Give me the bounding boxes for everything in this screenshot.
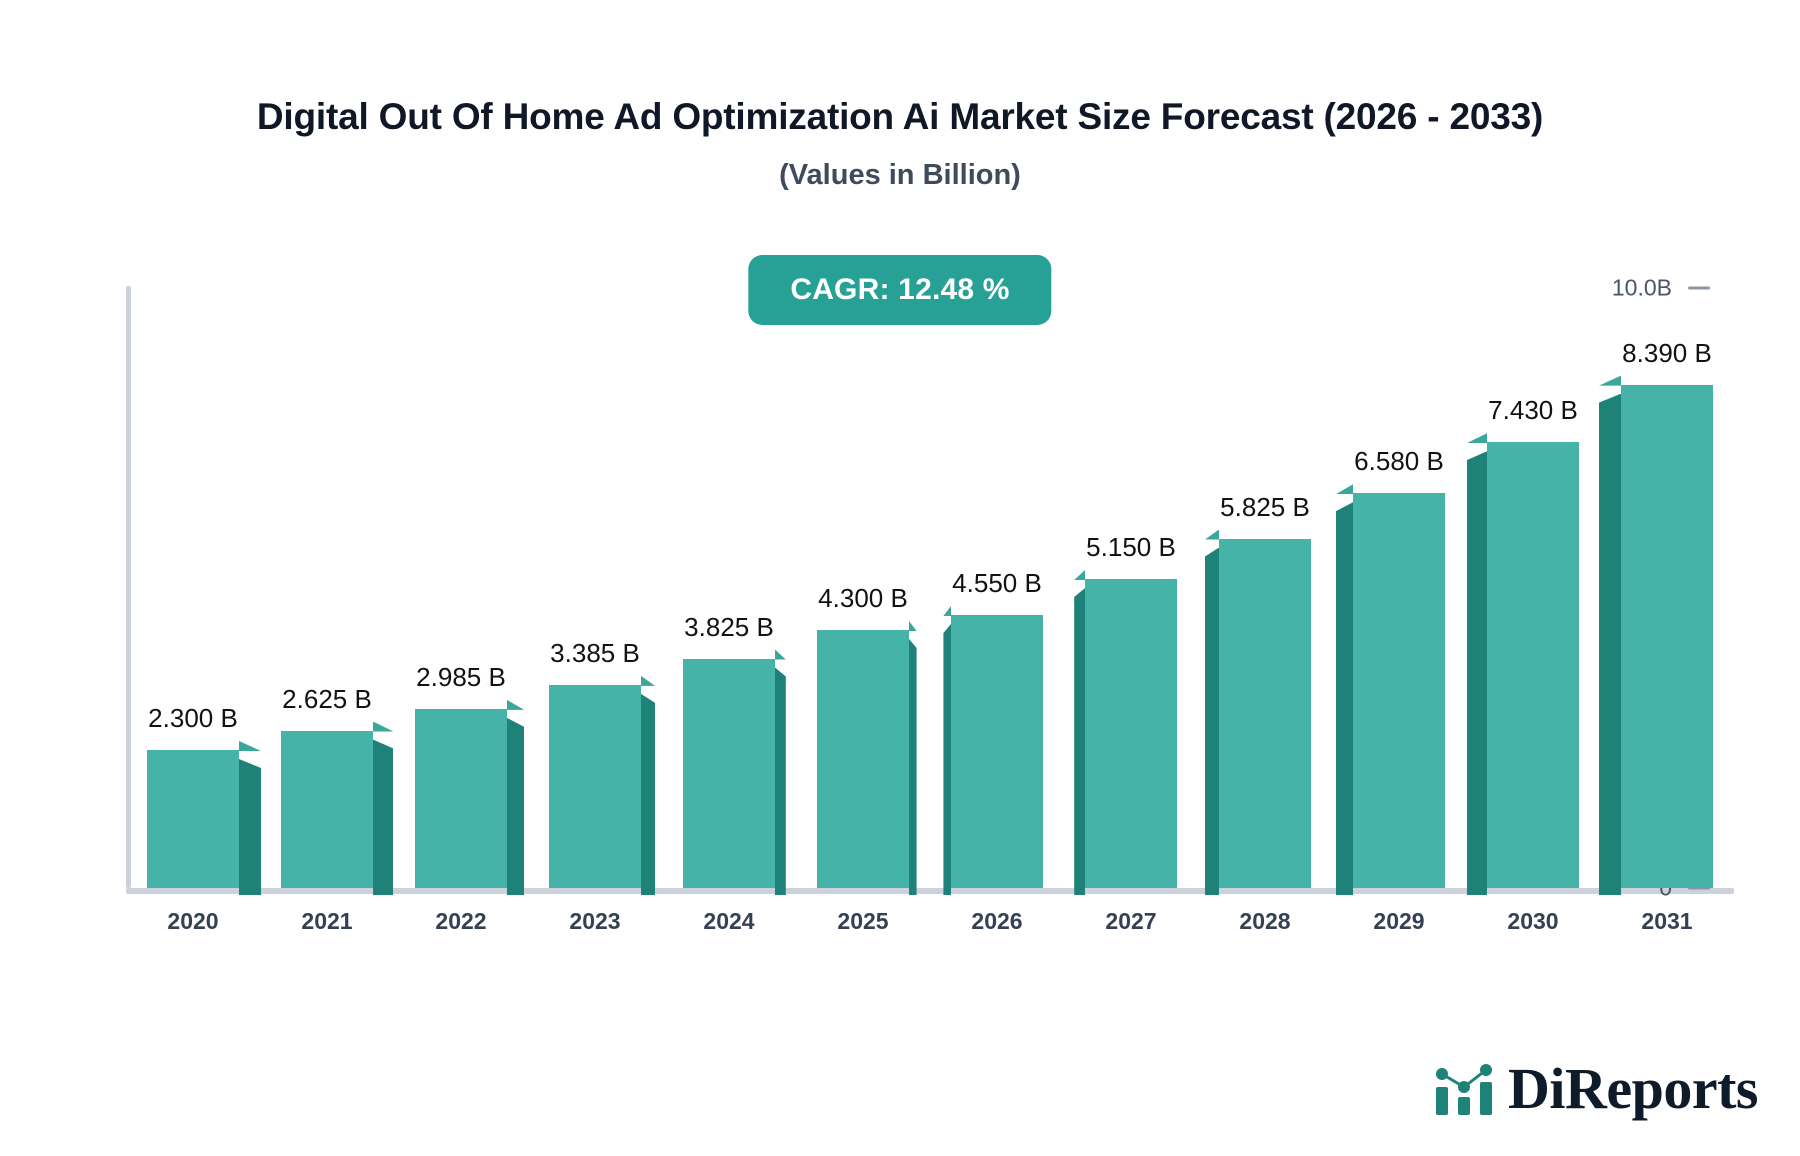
bar: 6.580 B (1335, 288, 1445, 895)
bar-top-face (1466, 433, 1487, 444)
x-axis-tick-label: 2024 (703, 908, 755, 934)
bar-top-face (775, 649, 786, 660)
bar-top-face (1205, 529, 1219, 540)
x-axis-tick-label: 2031 (1641, 908, 1693, 934)
bar-front-face (1487, 442, 1579, 888)
bar-value-label: 6.580 B (1354, 446, 1444, 477)
bar: 7.430 B (1466, 288, 1579, 895)
bar-value-label: 2.985 B (416, 661, 506, 692)
bar-side-face (1466, 451, 1487, 895)
x-axis-tick-label: 2027 (1105, 908, 1157, 934)
bar: 4.550 B (943, 288, 1043, 895)
y-axis-line (126, 286, 131, 888)
bar: 2.625 B (281, 288, 394, 895)
bar-top-face (641, 675, 655, 686)
bar-side-face (909, 639, 917, 895)
x-axis-tick-label: 2022 (435, 908, 487, 934)
y-axis-tick-mark (1688, 286, 1710, 290)
bar-front-face (147, 750, 239, 888)
bar-front-face (1353, 493, 1445, 888)
bar-top-face (1599, 375, 1621, 386)
bar-value-label: 4.550 B (952, 568, 1042, 598)
bar-top-face (507, 699, 525, 710)
bar-side-face (641, 693, 655, 895)
x-axis-tick-label: 2030 (1507, 908, 1559, 934)
bar-value-label: 2.625 B (282, 683, 372, 714)
bar-top-face (909, 621, 917, 631)
bar: 3.825 B (683, 288, 786, 895)
bar: 8.390 B (1599, 288, 1713, 895)
bar: 2.300 B (147, 288, 261, 895)
bar-front-face (281, 730, 373, 888)
x-axis-line (126, 888, 1734, 894)
bar-side-face (1074, 588, 1085, 895)
direports-logo: DiReports (1434, 1056, 1759, 1121)
bar: 4.300 B (817, 288, 917, 895)
chart-subtitle: (Values in Billion) (779, 158, 1021, 191)
bar-side-face (775, 667, 786, 895)
bar-side-face (1599, 393, 1621, 895)
bar-chart-icon (1435, 1064, 1492, 1115)
bar-top-face (943, 606, 951, 616)
plot-area: 02.0B4.0B6.0B8.0B10.0B 2.300 B2.625 B2.9… (126, 275, 1734, 901)
bar-top-face (1074, 570, 1085, 580)
bar-front-face (683, 658, 775, 888)
bar-value-label: 4.300 B (818, 583, 908, 613)
bar: 2.985 B (415, 288, 525, 895)
chart-title: Digital Out Of Home Ad Optimization Ai M… (256, 96, 1544, 137)
y-axis-tick-mark (1688, 886, 1710, 890)
bar: 3.385 B (549, 288, 655, 895)
bar-front-face (817, 630, 909, 888)
bar-value-label: 3.825 B (684, 611, 774, 642)
x-axis-tick-label: 2025 (837, 908, 889, 934)
chart-header: Digital Out Of Home Ad Optimization Ai M… (0, 96, 1800, 192)
bar-value-label: 5.150 B (1086, 532, 1176, 562)
bar-side-face (1205, 547, 1219, 895)
cagr-badge: CAGR: 12.48 % (748, 255, 1052, 325)
x-axis-tick-label: 2021 (301, 908, 353, 934)
bar-front-face (1085, 579, 1177, 888)
bar-front-face (1621, 384, 1713, 888)
bar-top-face (1335, 484, 1353, 495)
bar-series: 2.300 B 2.625 B 2.985 B 3.385 B 3.825 B 4.300… (126, 288, 1734, 895)
bar-value-label: 2.300 B (148, 703, 238, 733)
bar-front-face (1219, 538, 1311, 888)
bar-front-face (415, 708, 507, 888)
bar: 5.825 B (1205, 288, 1311, 895)
x-axis-labels: 2020 2021 2022 2023 2024 2025 2026 2027 2028 2029… (126, 908, 1734, 948)
bar-value-label: 3.385 B (550, 637, 640, 668)
bar-side-face (239, 759, 261, 895)
bar-side-face (943, 624, 951, 895)
bar-top-face (239, 741, 261, 751)
y-axis-tick-label: 10.0B (1611, 274, 1672, 301)
bar-value-label: 7.430 B (1488, 395, 1578, 426)
x-axis-tick-label: 2026 (971, 908, 1023, 934)
bar-side-face (1335, 502, 1353, 895)
x-axis-tick-label: 2020 (167, 908, 219, 934)
x-axis-tick-label: 2028 (1239, 908, 1291, 934)
bar-top-face (373, 721, 394, 732)
bar-front-face (951, 615, 1043, 888)
x-axis-tick-label: 2029 (1373, 908, 1425, 934)
x-axis-tick-label: 2023 (569, 908, 621, 934)
bar: 5.150 B (1074, 288, 1177, 895)
bar-value-label: 8.390 B (1622, 337, 1712, 368)
bar-value-label: 5.825 B (1220, 491, 1310, 522)
bar-front-face (549, 684, 641, 888)
bar-side-face (507, 717, 525, 895)
logo-wordmark: DiReports (1507, 1056, 1759, 1121)
bar-side-face (373, 739, 394, 895)
